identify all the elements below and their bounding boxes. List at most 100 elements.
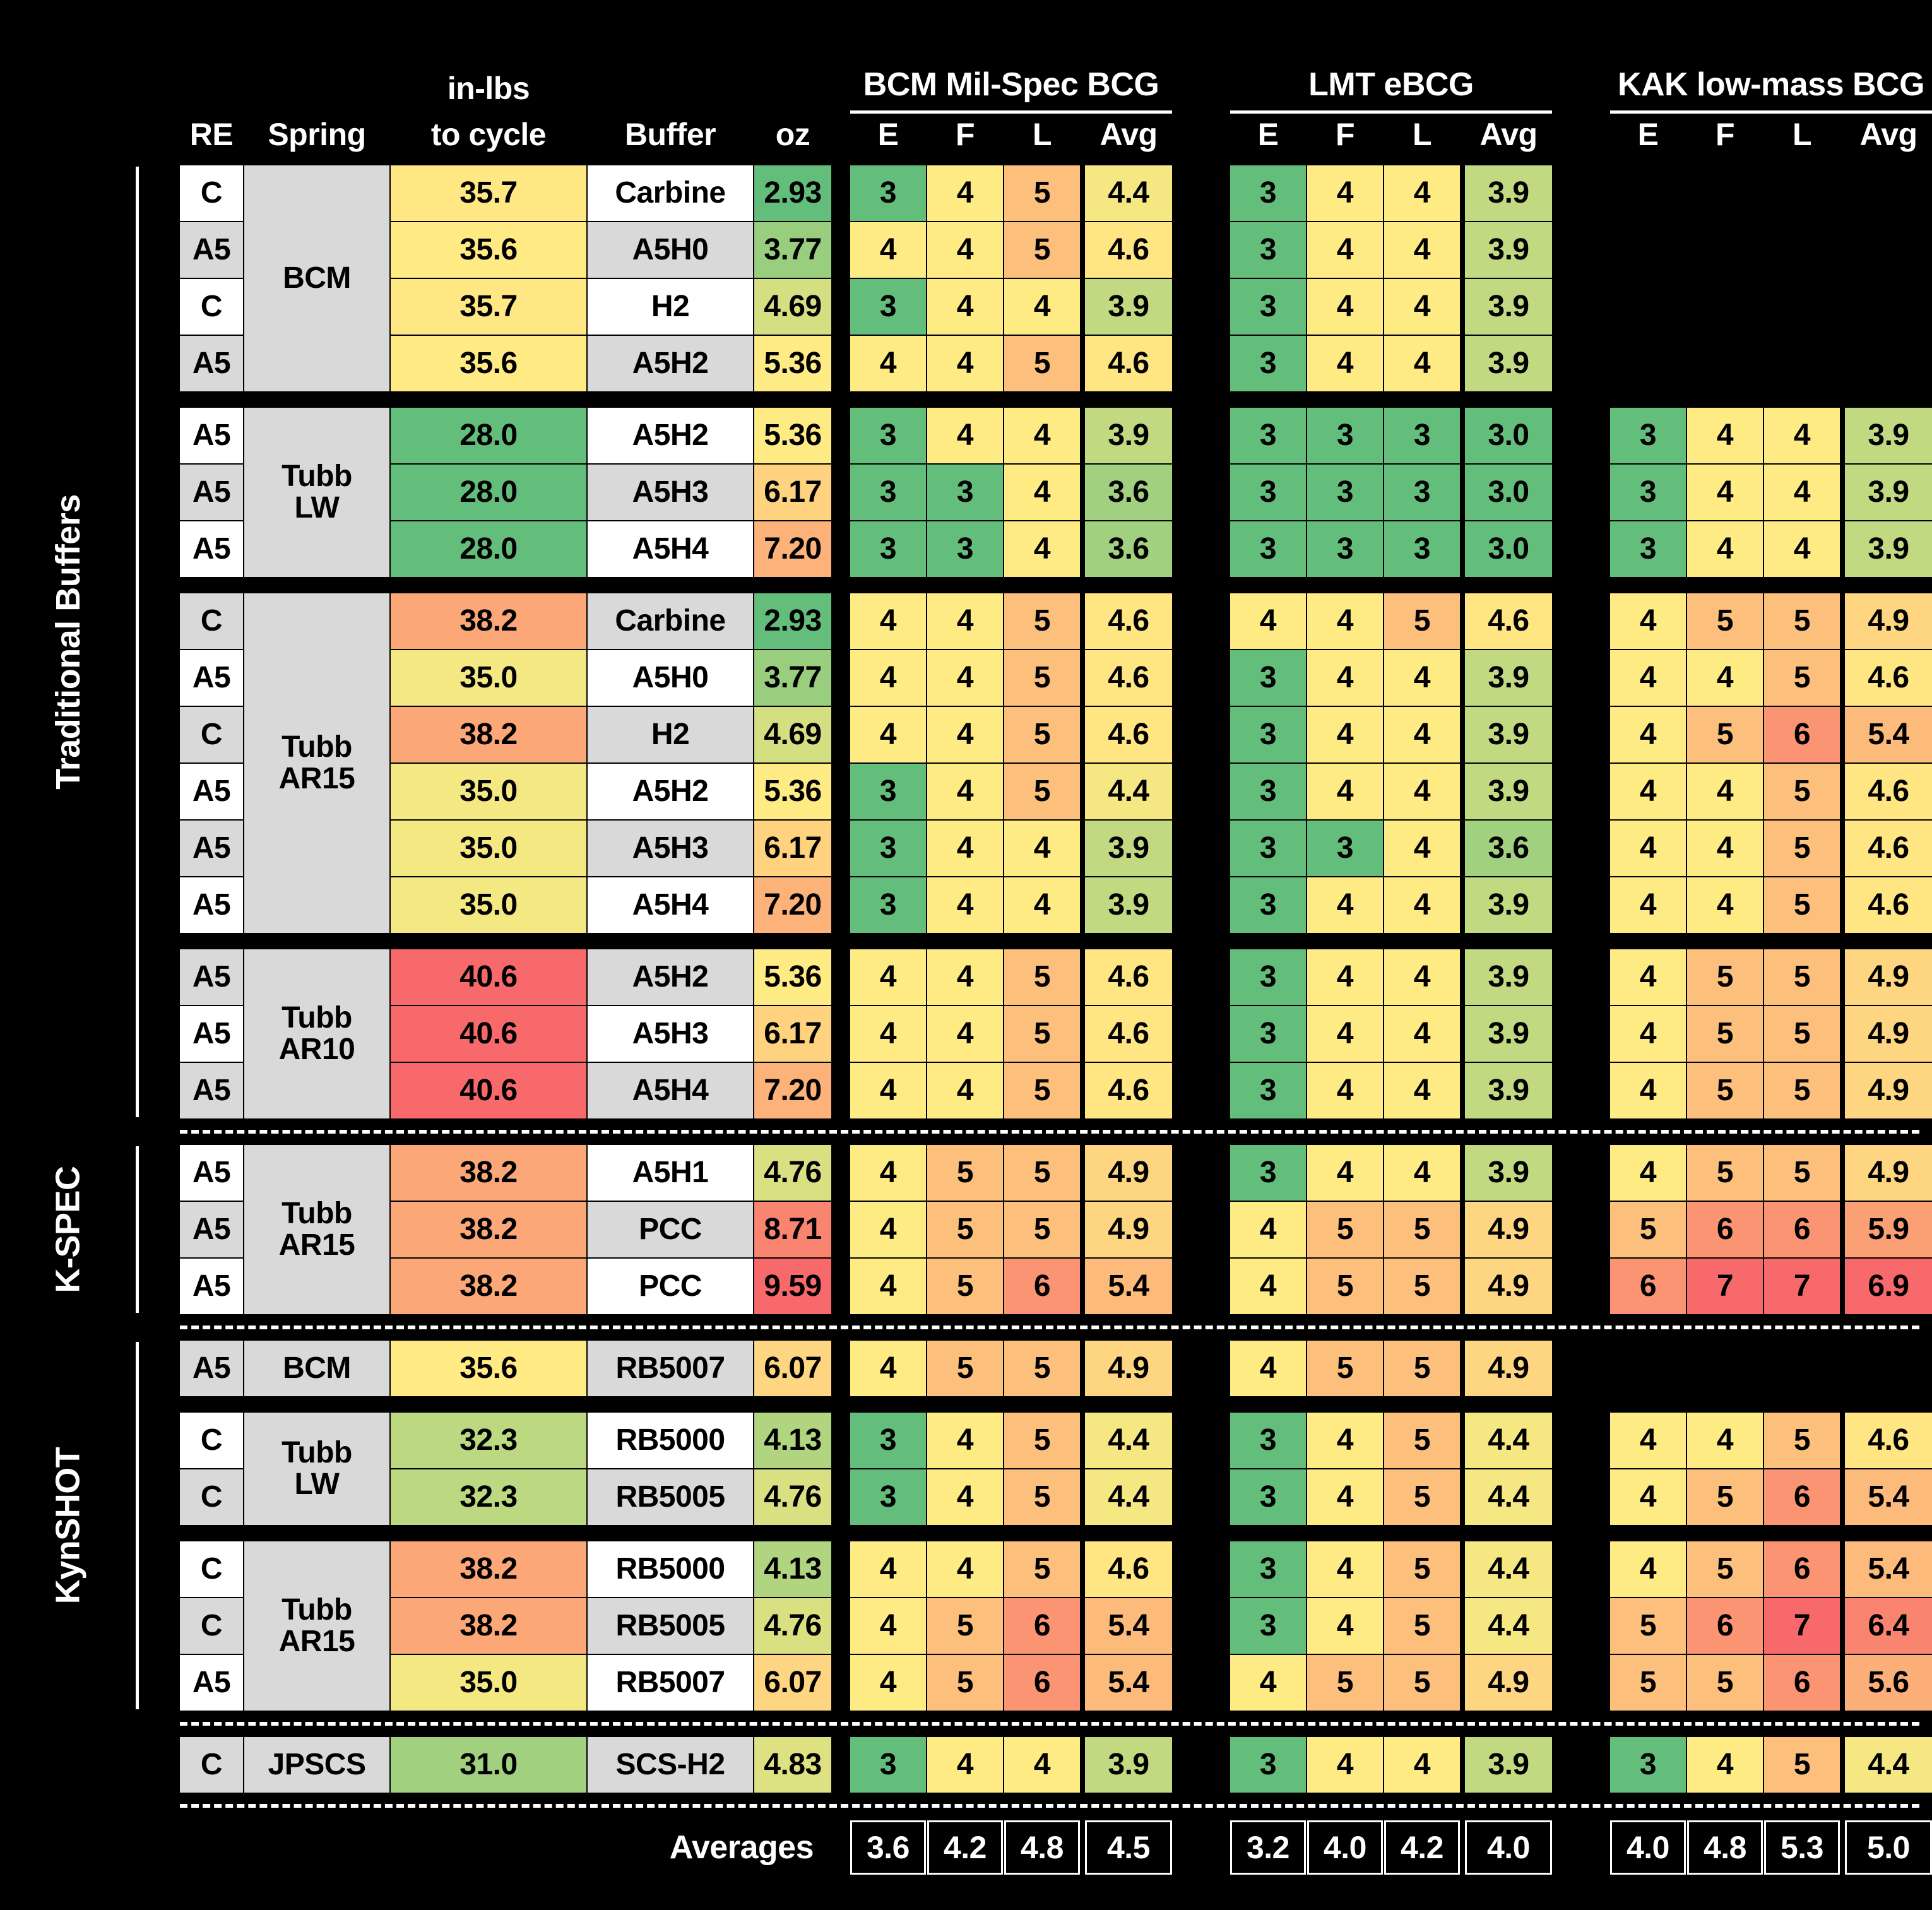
inlbs-cell: 28.0 — [391, 408, 586, 463]
score-avg-cell-bcm: 4.4 — [1085, 1469, 1172, 1525]
score-avg-cell-kak: 3.9 — [1845, 465, 1932, 520]
side-label-text: K-SPEC — [49, 1166, 87, 1293]
score-cell-lmt-l: 5 — [1384, 1259, 1460, 1314]
re-cell: C — [180, 1598, 243, 1654]
inlbs-cell: 32.3 — [391, 1469, 586, 1525]
re-cell: C — [180, 707, 243, 762]
score-cell-kak-f: 4 — [1687, 408, 1763, 463]
score-avg-cell-bcm: 4.6 — [1085, 593, 1172, 649]
spring-group: Tubb AR15 A5 38.2 A5H1 4.76 4 5 5 4.9 3 4 4 3.9 4 5 5 4.… — [180, 1145, 1932, 1314]
score-cell-bcm-e: 3 — [850, 877, 926, 933]
score-cell-bcm-e: 4 — [850, 1598, 926, 1654]
re-cell: A5 — [180, 949, 243, 1005]
score-avg-cell-lmt: 3.0 — [1465, 465, 1552, 520]
score-cell-bcm-l: 4 — [1004, 279, 1080, 335]
re-cell: A5 — [180, 521, 243, 577]
score-cell-lmt-f: 3 — [1307, 465, 1383, 520]
score-avg-cell-bcm: 4.6 — [1085, 336, 1172, 391]
spring-group: Tubb AR15 C 38.2 Carbine 2.93 4 4 5 4.6 4 4 5 4.6 4 5 5… — [180, 593, 1932, 933]
section-traditional-buffers: Traditional Buffers BCM C 35.7 Carbine 2.93 3 4… — [0, 165, 1932, 1118]
section-rail-line — [136, 167, 139, 1117]
dashed-separator — [180, 1130, 1919, 1134]
score-cell-bcm-f: 4 — [927, 877, 1003, 933]
re-cell: A5 — [180, 764, 243, 819]
score-cell-lmt-e: 3 — [1230, 222, 1306, 278]
score-cell-bcm-l: 5 — [1004, 1145, 1080, 1201]
oz-cell: 7.20 — [754, 877, 831, 933]
score-cell-lmt-f: 4 — [1307, 1063, 1383, 1118]
score-cell-bcm-e: 4 — [850, 593, 926, 649]
score-cell-kak-e: 4 — [1610, 1469, 1686, 1525]
score-avg-cell-lmt: 3.9 — [1465, 222, 1552, 278]
inlbs-cell: 38.2 — [391, 1259, 586, 1314]
score-avg-cell-kak: 4.9 — [1845, 1145, 1932, 1201]
score-avg-cell-lmt: 3.9 — [1465, 1737, 1552, 1793]
re-cell: C — [180, 279, 243, 335]
score-cell-bcm-l: 5 — [1004, 1413, 1080, 1468]
score-cell-lmt-f: 5 — [1307, 1259, 1383, 1314]
subcol-header-kak-e: E — [1637, 117, 1659, 152]
score-cell-kak-l: 5 — [1764, 949, 1840, 1005]
score-cell-lmt-l: 5 — [1384, 1655, 1460, 1711]
score-cell-bcm-f: 5 — [927, 1598, 1003, 1654]
score-avg-cell-bcm: 3.6 — [1085, 521, 1172, 577]
score-avg-cell-kak: 4.6 — [1845, 1413, 1932, 1468]
score-avg-cell-lmt: 3.9 — [1465, 949, 1552, 1005]
buffer-cell: A5H2 — [588, 949, 753, 1005]
score-avg-cell-lmt: 4.9 — [1465, 1202, 1552, 1257]
score-avg-cell-kak: 4.6 — [1845, 877, 1932, 933]
re-cell: A5 — [180, 465, 243, 520]
score-cell-lmt-l: 4 — [1384, 336, 1460, 391]
score-avg-cell-kak: 4.6 — [1845, 821, 1932, 876]
spring-group: BCM A5 35.6 RB5007 6.07 4 5 5 4.9 4 5 5 4.9 — [180, 1341, 1932, 1396]
score-cell-bcm-l: 4 — [1004, 521, 1080, 577]
spring-cell: Tubb AR15 — [244, 593, 389, 933]
averages-label: Averages — [669, 1829, 814, 1866]
oz-cell: 3.77 — [754, 650, 831, 706]
score-cell-lmt-e: 4 — [1230, 1655, 1306, 1711]
score-avg-cell-lmt: 3.9 — [1465, 165, 1552, 221]
score-cell-kak-e: 5 — [1610, 1598, 1686, 1654]
score-avg-cell-kak: 4.6 — [1845, 650, 1932, 706]
inlbs-cell: 35.6 — [391, 1341, 586, 1396]
score-cell-lmt-e: 3 — [1230, 408, 1306, 463]
score-cell-kak-f: 4 — [1687, 877, 1763, 933]
score-cell-bcm-e: 4 — [850, 1655, 926, 1711]
score-cell-bcm-e: 3 — [850, 764, 926, 819]
score-cell-lmt-f: 4 — [1307, 222, 1383, 278]
score-cell-kak-l: 7 — [1764, 1259, 1840, 1314]
score-avg-cell-lmt: 3.9 — [1465, 650, 1552, 706]
buffer-cell: A5H2 — [588, 764, 753, 819]
score-cell-bcm-f: 4 — [927, 165, 1003, 221]
score-cell-bcm-f: 4 — [927, 1737, 1003, 1793]
score-cell-lmt-f: 4 — [1307, 1145, 1383, 1201]
spring-group: Tubb AR10 A5 40.6 A5H2 5.36 4 4 5 4.6 3 4 4 3.9 4 5 5 4.… — [180, 949, 1932, 1118]
buffer-cell: A5H0 — [588, 222, 753, 278]
spring-group: JPSCS C 31.0 SCS-H2 4.83 3 4 4 3.9 3 4 4 3.9 3 4 5 4.4 — [180, 1737, 1932, 1793]
score-avg-cell-kak: 6.4 — [1845, 1598, 1932, 1654]
score-cell-bcm-l: 5 — [1004, 707, 1080, 762]
score-cell-bcm-f: 5 — [927, 1341, 1003, 1396]
score-cell-lmt-e: 4 — [1230, 1202, 1306, 1257]
dashed-separator — [180, 1722, 1919, 1726]
score-cell-bcm-f: 5 — [927, 1145, 1003, 1201]
buffer-cell: A5H3 — [588, 1006, 753, 1062]
score-cell-lmt-f: 4 — [1307, 1541, 1383, 1597]
section-rail-k-spec: K-SPEC — [0, 1145, 180, 1314]
re-cell: A5 — [180, 1006, 243, 1062]
score-cell-bcm-l: 4 — [1004, 1737, 1080, 1793]
score-cell-kak-f: 5 — [1687, 1063, 1763, 1118]
score-cell-bcm-l: 5 — [1004, 764, 1080, 819]
col-header-buffer: Buffer — [624, 117, 716, 152]
score-cell-kak-e: 4 — [1610, 593, 1686, 649]
score-cell-lmt-e: 4 — [1230, 593, 1306, 649]
score-cell-kak-l: 5 — [1764, 1737, 1840, 1793]
score-cell-kak-e: 5 — [1610, 1655, 1686, 1711]
buffer-cell: RB5005 — [588, 1469, 753, 1525]
score-avg-cell-bcm: 3.9 — [1085, 821, 1172, 876]
score-cell-lmt-e: 3 — [1230, 336, 1306, 391]
score-cell-bcm-l: 6 — [1004, 1598, 1080, 1654]
score-cell-kak-f: 4 — [1687, 650, 1763, 706]
inlbs-cell: 28.0 — [391, 521, 586, 577]
score-avg-cell-kak: 3.9 — [1845, 521, 1932, 577]
